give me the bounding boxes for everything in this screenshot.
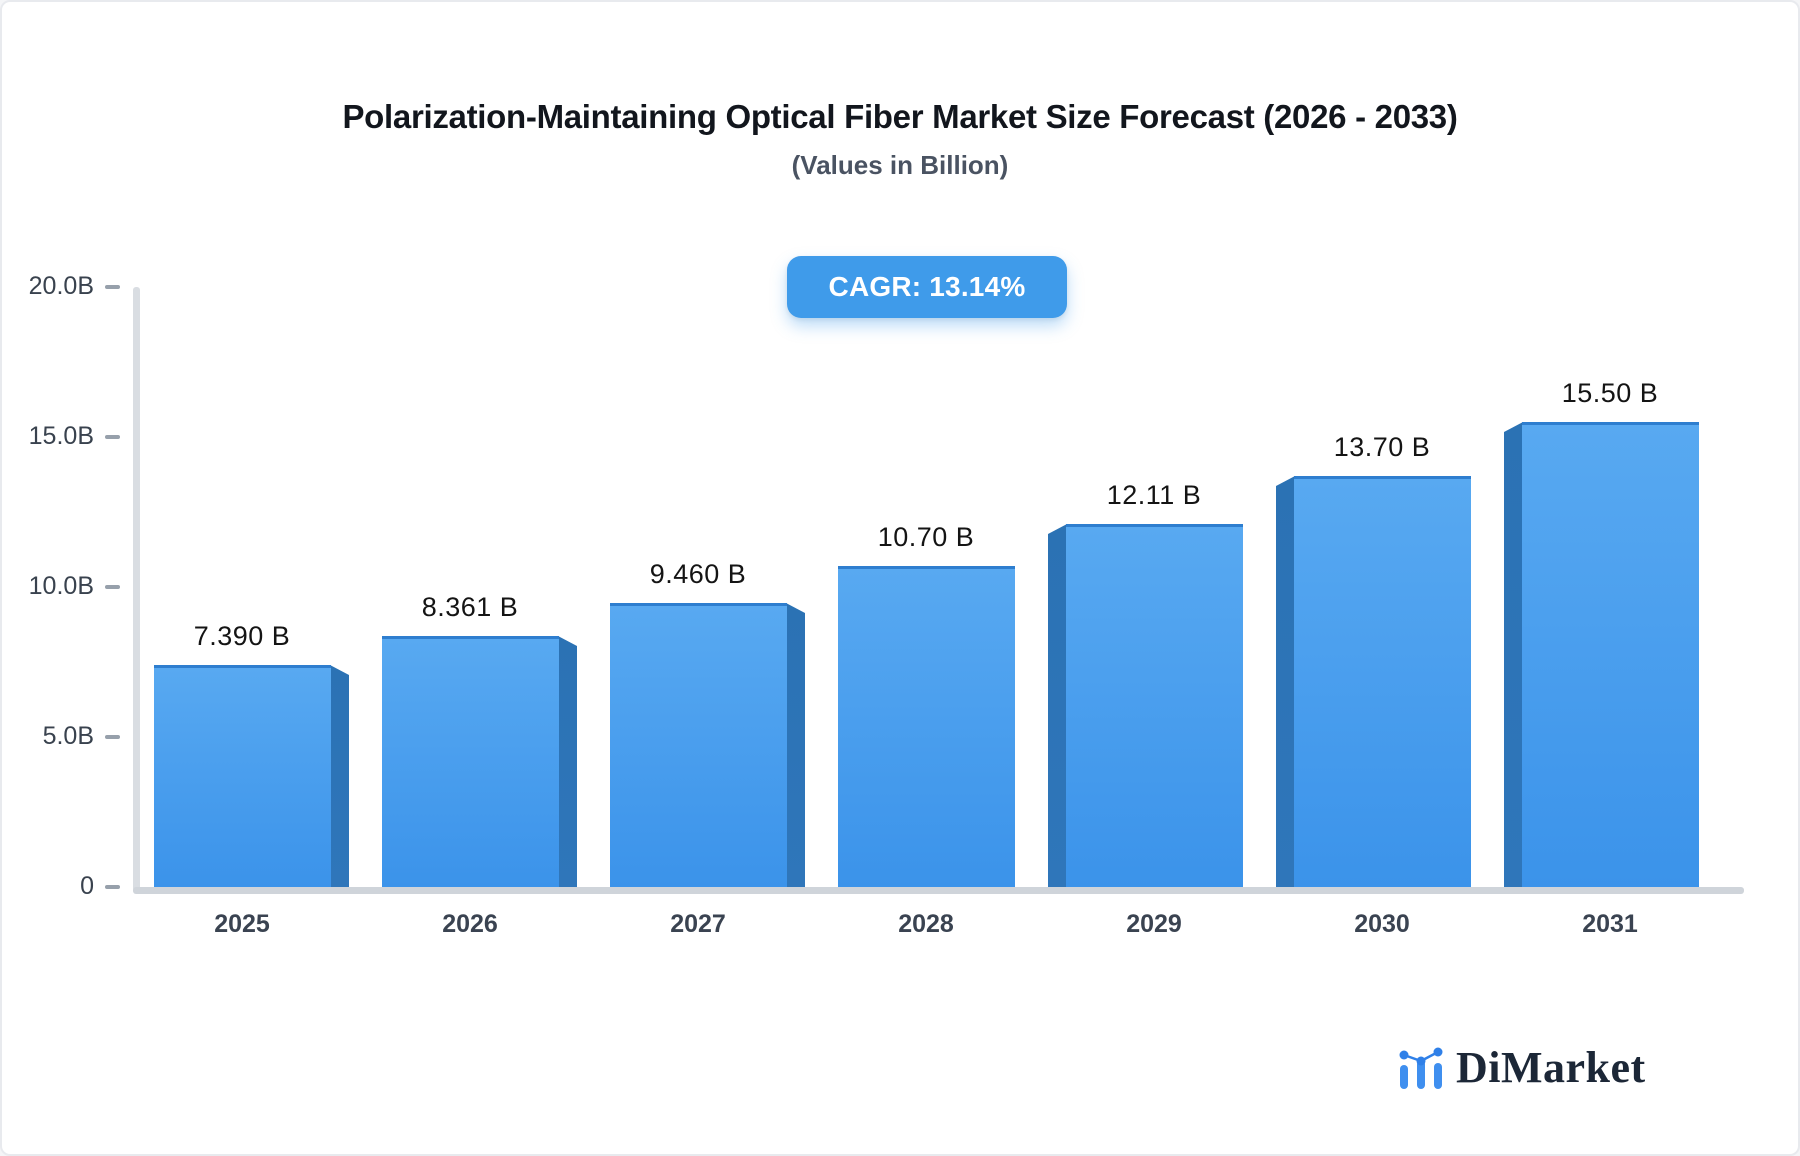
- y-axis-tick: [105, 435, 120, 439]
- bar-chart-logo-icon: [1399, 1047, 1443, 1089]
- bar-side-face: [786, 603, 805, 887]
- bar: [1522, 422, 1699, 887]
- x-tick-label: 2025: [214, 910, 270, 938]
- chart-title: Polarization-Maintaining Optical Fiber M…: [342, 98, 1458, 135]
- bar-value-label: 7.390 B: [193, 621, 291, 651]
- x-tick-label: 2031: [1582, 910, 1638, 938]
- y-axis-line: [133, 287, 140, 891]
- bar-value-label: 15.50 B: [1561, 378, 1659, 408]
- y-tick-label: 5.0B: [42, 722, 94, 750]
- bar: [1294, 476, 1471, 887]
- y-tick-label: 15.0B: [28, 422, 94, 450]
- chart-subtitle: (Values in Billion): [791, 150, 1009, 180]
- bar: [382, 636, 559, 887]
- bar-side-face: [1504, 422, 1523, 887]
- bar-value-label: 12.11 B: [1106, 480, 1202, 510]
- brand-logo: DiMarket: [1398, 1042, 1646, 1093]
- bar-side-face: [1276, 476, 1295, 887]
- bar: [838, 566, 1015, 887]
- bar: [610, 603, 787, 887]
- bar-side-face: [558, 636, 577, 887]
- x-tick-label: 2030: [1354, 910, 1410, 938]
- x-tick-label: 2027: [670, 910, 726, 938]
- x-tick-label: 2028: [898, 910, 954, 938]
- y-axis-tick: [105, 885, 120, 889]
- x-axis-line: [133, 887, 1744, 894]
- x-tick-label: 2026: [442, 910, 498, 938]
- bar-value-label: 10.70 B: [877, 522, 975, 552]
- x-tick-label: 2029: [1126, 910, 1182, 938]
- bar-side-face: [330, 665, 349, 887]
- bar-value-label: 13.70 B: [1333, 432, 1431, 462]
- bar: [1066, 524, 1243, 887]
- brand-name: DiMarket: [1456, 1043, 1646, 1092]
- y-tick-label: 10.0B: [28, 572, 94, 600]
- y-tick-label: 0: [80, 872, 94, 900]
- bar-side-face: [1048, 524, 1067, 887]
- bar: [154, 665, 331, 887]
- cagr-badge: CAGR: 13.14%: [787, 256, 1067, 318]
- bar-value-label: 8.361 B: [421, 592, 519, 622]
- cagr-badge-label: CAGR: 13.14%: [828, 271, 1026, 302]
- y-tick-label: 20.0B: [28, 272, 94, 300]
- y-axis-tick: [105, 285, 120, 289]
- bar-value-label: 9.460 B: [649, 559, 747, 589]
- y-axis-tick: [105, 585, 120, 589]
- y-axis-tick: [105, 735, 120, 739]
